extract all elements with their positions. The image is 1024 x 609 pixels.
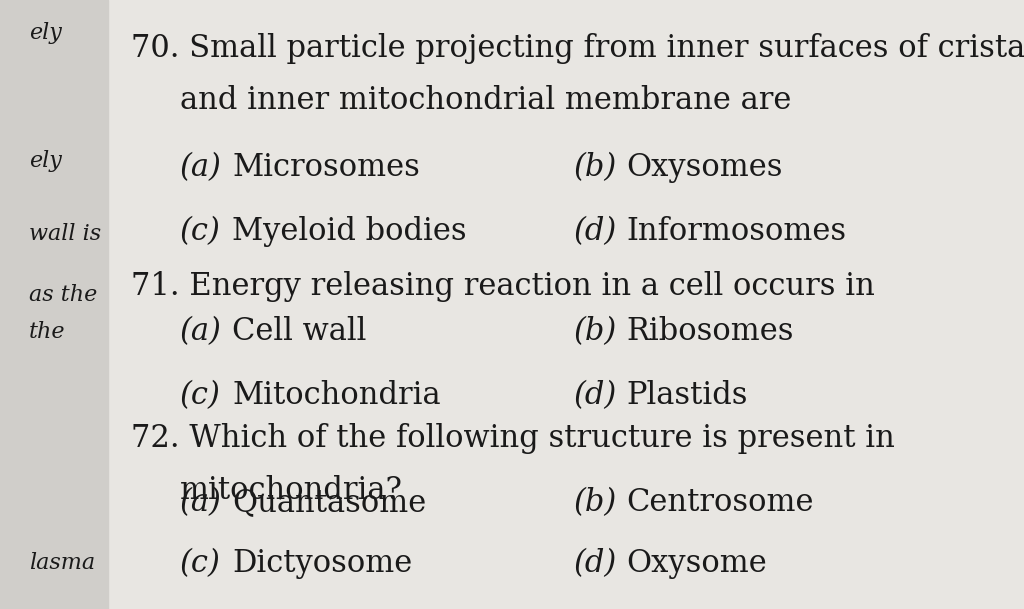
Text: lasma: lasma: [29, 552, 95, 574]
Bar: [0, 0, 108, 609]
Text: (c): (c): [179, 216, 220, 247]
Text: Oxysomes: Oxysomes: [627, 152, 783, 183]
Text: ely: ely: [29, 150, 61, 172]
Text: (b): (b): [573, 317, 616, 347]
Text: Centrosome: Centrosome: [627, 487, 814, 518]
Text: Oxysome: Oxysome: [627, 548, 767, 579]
Text: and inner mitochondrial membrane are: and inner mitochondrial membrane are: [180, 85, 792, 116]
Text: Informosomes: Informosomes: [627, 216, 847, 247]
Text: Cell wall: Cell wall: [232, 317, 367, 347]
Text: 70. Small particle projecting from inner surfaces of cristae: 70. Small particle projecting from inner…: [131, 33, 1024, 65]
Text: 71. Energy releasing reaction in a cell occurs in: 71. Energy releasing reaction in a cell …: [131, 271, 874, 302]
Text: (d): (d): [573, 216, 616, 247]
Text: Ribosomes: Ribosomes: [627, 317, 795, 347]
Text: (a): (a): [179, 317, 221, 347]
Text: (d): (d): [573, 381, 616, 411]
Text: (b): (b): [573, 487, 616, 518]
Text: 72. Which of the following structure is present in: 72. Which of the following structure is …: [131, 423, 895, 454]
Text: the: the: [29, 321, 66, 343]
Text: (d): (d): [573, 548, 616, 579]
Text: ely: ely: [29, 23, 61, 44]
Text: (a): (a): [179, 487, 221, 518]
Text: mitochondria?: mitochondria?: [180, 475, 403, 506]
Text: wall is: wall is: [29, 224, 100, 245]
Text: Quantasome: Quantasome: [232, 487, 427, 518]
Text: Plastids: Plastids: [627, 381, 749, 411]
Text: Myeloid bodies: Myeloid bodies: [232, 216, 467, 247]
Text: (a): (a): [179, 152, 221, 183]
Text: as the: as the: [29, 284, 97, 306]
Text: (c): (c): [179, 381, 220, 411]
Text: Mitochondria: Mitochondria: [232, 381, 441, 411]
Text: (b): (b): [573, 152, 616, 183]
Text: Microsomes: Microsomes: [232, 152, 420, 183]
Text: Dictyosome: Dictyosome: [232, 548, 413, 579]
Text: (c): (c): [179, 548, 220, 579]
